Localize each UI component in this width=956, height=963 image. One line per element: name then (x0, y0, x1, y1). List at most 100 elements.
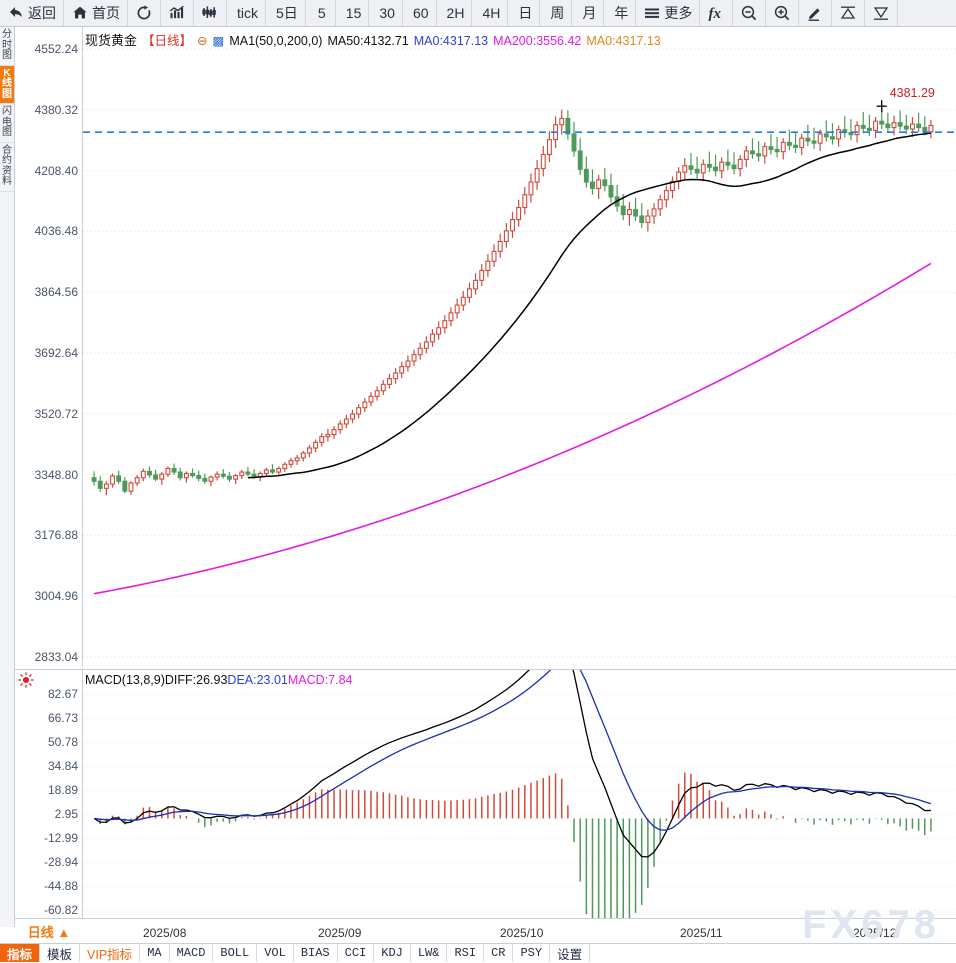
chart-type-icon[interactable]: ▩ (212, 34, 225, 48)
macd-macd-value: MACD:7.84 (287, 673, 353, 687)
macd-tick: 34.84 (47, 759, 78, 773)
indicator-CR[interactable]: CR (484, 944, 514, 962)
toolbar-period-month[interactable]: 月 (572, 0, 605, 26)
toolbar-draw-down-triangle[interactable] (865, 0, 899, 26)
time-tick: 2025/08 (143, 926, 187, 940)
price-tick: 4208.40 (34, 163, 78, 178)
time-x-axis: 2025/08 2025/09 2025/10 2025/11 2025/12 (15, 918, 956, 943)
sidebar-item-0[interactable]: 分时图 (0, 27, 14, 66)
triangle-down-icon (874, 7, 889, 20)
toolbar-back[interactable]: 返回 (0, 0, 64, 26)
toolbar-more[interactable]: 更多 (636, 0, 701, 26)
toolbar-refresh[interactable] (128, 0, 161, 26)
toolbar-back-label: 返回 (28, 5, 56, 21)
toolbar-more-label: 更多 (664, 5, 693, 21)
fx-icon: fx (709, 6, 722, 22)
indicator-KDJ[interactable]: KDJ (374, 944, 411, 962)
toolbar-tick-label: tick (237, 5, 258, 21)
price-tick: 3176.88 (34, 528, 78, 543)
macd-tick: 82.67 (47, 687, 78, 701)
macd-params: MACD(13,8,9) (85, 673, 165, 687)
toolbar-zoom-out[interactable] (733, 0, 767, 26)
ma-params: MA1(50,0,200,0) (229, 34, 323, 48)
indicator-BIAS[interactable]: BIAS (294, 944, 338, 962)
svg-text:fx: fx (709, 6, 722, 22)
settings-dot-icon[interactable]: ⊖ (197, 34, 208, 48)
top-toolbar: 返回 首页 tick 5日 5 15 30 60 2H 4H 日 周 月 年 更多 fx (0, 0, 956, 27)
zoom-in-icon (775, 5, 790, 21)
toolbar-candle-mode[interactable] (194, 0, 227, 26)
macd-tick: 66.73 (47, 710, 78, 725)
time-tick: 2025/09 (318, 926, 362, 940)
toolbar-formula[interactable]: fx (700, 0, 734, 26)
price-plot-area[interactable]: 4381.29 (83, 27, 956, 667)
cycle-label: 【日线】 (142, 34, 193, 48)
sidebar-item-1[interactable]: K线图 (0, 65, 14, 104)
toolbar-period-year[interactable]: 年 (604, 0, 637, 26)
toolbar-draw-up-triangle[interactable] (832, 0, 866, 26)
toolbar-period-30-label: 30 (379, 5, 395, 21)
toolbar-period-60-label: 60 (412, 5, 429, 21)
watermark: FX678 (802, 903, 940, 947)
macd-legend: MACD(13,8,9)DIFF:26.93DEA:23.01MACD:7.84 (85, 673, 353, 687)
toolbar-period-week-label: 周 (550, 5, 565, 21)
price-legend: 现货黄金 【日线】 ⊖ ▩ MA1(50,0,200,0) MA50:4132.71 MA0… (85, 30, 666, 49)
toolbar-zoom-in[interactable] (766, 0, 800, 26)
macd-svg (83, 670, 956, 918)
toolbar-home[interactable]: 首页 (64, 0, 128, 26)
indicator-PSY[interactable]: PSY (513, 944, 551, 962)
indicator-LW&[interactable]: LW& (411, 944, 448, 962)
price-chart-panel[interactable]: 4552.24 4380.32 4208.40 4036.48 3864.56 3692.… (15, 27, 956, 667)
toolbar-period-15[interactable]: 15 (336, 0, 370, 26)
toolbar-period-5d[interactable]: 5日 (266, 0, 306, 26)
indicator-bar: 指标 模板 VIP指标 MA MACD BOLL VOL BIAS CCI KDJ LW& RSI CR… (0, 943, 956, 962)
candles-icon (202, 6, 216, 18)
toolbar-period-month-label: 月 (582, 5, 597, 21)
cycle-corner-tag[interactable]: 日线 ▲ (27, 924, 71, 940)
toolbar-period-4h[interactable]: 4H (472, 0, 509, 26)
indicator-VOL[interactable]: VOL (257, 944, 294, 962)
toolbar-period-week[interactable]: 周 (540, 0, 573, 26)
toolbar-period-day[interactable]: 日 (508, 0, 541, 26)
toolbar-period-30[interactable]: 30 (369, 0, 403, 26)
indicator-BOLL[interactable]: BOLL (213, 944, 258, 962)
toolbar-period-60[interactable]: 60 (403, 0, 437, 26)
indicator-设置[interactable]: 设置 (550, 944, 591, 962)
peak-price-label: 4381.29 (890, 86, 935, 100)
indicator-CCI[interactable]: CCI (338, 944, 375, 962)
indicator-RSI[interactable]: RSI (447, 944, 485, 962)
price-tick: 4552.24 (34, 42, 78, 56)
pencil-icon (808, 8, 820, 21)
price-tick: 3864.56 (34, 285, 78, 300)
indicator-VIP指标[interactable]: VIP指标 (80, 944, 141, 962)
toolbar-chart-mode[interactable] (161, 0, 194, 26)
home-icon (73, 6, 87, 19)
sidebar-item-3[interactable]: 合约资料 (0, 143, 14, 192)
price-tick: 3004.96 (34, 589, 78, 604)
toolbar-period-day-label: 日 (518, 5, 533, 21)
toolbar-period-5[interactable]: 5 (306, 0, 336, 26)
sun-indicator-icon[interactable] (16, 671, 36, 689)
toolbar-draw-pencil[interactable] (799, 0, 833, 26)
macd-tick: 18.89 (47, 783, 78, 797)
ma0b-value: MA0:4317.13 (586, 34, 661, 48)
sidebar-item-2[interactable]: 闪电图 (0, 104, 14, 143)
toolbar-period-2h[interactable]: 2H (437, 0, 473, 26)
macd-plot-area[interactable] (83, 670, 956, 918)
time-tick: 2025/11 (680, 926, 723, 940)
macd-tick: 50.78 (47, 735, 78, 749)
time-tick: 2025/12 (853, 926, 897, 940)
zoom-out-icon (742, 5, 757, 21)
indicator-MACD[interactable]: MACD (170, 944, 214, 962)
price-y-axis: 4552.24 4380.32 4208.40 4036.48 3864.56 3692.… (15, 27, 83, 667)
indicator-指标[interactable]: 指标 (0, 944, 41, 962)
macd-panel[interactable]: 82.67 66.73 50.78 34.84 18.89 2.95 -12.99 -28.9… (15, 669, 956, 918)
price-tick: 3692.64 (34, 346, 78, 360)
toolbar-tick[interactable]: tick (227, 0, 266, 26)
price-tick: 3520.72 (34, 406, 78, 421)
macd-diff-value: DIFF:26.93 (164, 673, 228, 687)
indicator-MA[interactable]: MA (140, 944, 170, 962)
triangle-up-icon (841, 6, 856, 19)
indicator-模板[interactable]: 模板 (40, 944, 81, 962)
